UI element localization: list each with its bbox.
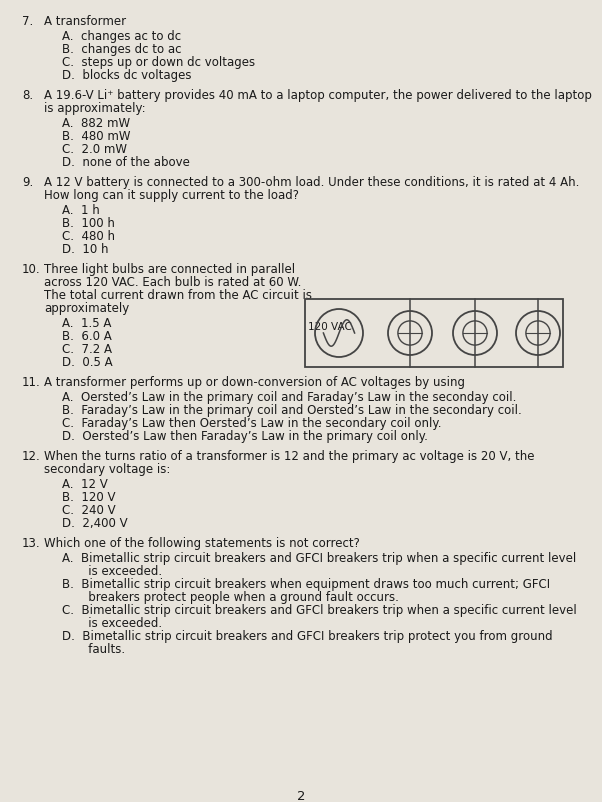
Text: A 19.6-V Li⁺ battery provides 40 mA to a laptop computer, the power delivered to: A 19.6-V Li⁺ battery provides 40 mA to a… xyxy=(44,89,592,102)
Text: is exceeded.: is exceeded. xyxy=(62,565,162,578)
Text: C.  240 V: C. 240 V xyxy=(62,504,116,517)
Text: D.  Bimetallic strip circuit breakers and GFCI breakers trip protect you from gr: D. Bimetallic strip circuit breakers and… xyxy=(62,630,553,643)
Text: B.  Faraday’s Law in the primary coil and Oersted’s Law in the secondary coil.: B. Faraday’s Law in the primary coil and… xyxy=(62,404,522,417)
Text: Which one of the following statements is not correct?: Which one of the following statements is… xyxy=(44,537,360,550)
Text: D.  0.5 A: D. 0.5 A xyxy=(62,356,113,369)
Text: D.  blocks dc voltages: D. blocks dc voltages xyxy=(62,69,191,82)
Text: 11.: 11. xyxy=(22,376,41,389)
Text: A.  1.5 A: A. 1.5 A xyxy=(62,317,111,330)
Text: C.  Bimetallic strip circuit breakers and GFCl breakers trip when a specific cur: C. Bimetallic strip circuit breakers and… xyxy=(62,604,577,617)
Text: B.  120 V: B. 120 V xyxy=(62,491,116,504)
Text: B.  Bimetallic strip circuit breakers when equipment draws too much current; GFC: B. Bimetallic strip circuit breakers whe… xyxy=(62,578,550,591)
Text: 2: 2 xyxy=(297,790,305,802)
Text: 13.: 13. xyxy=(22,537,40,550)
Text: B.  6.0 A: B. 6.0 A xyxy=(62,330,112,343)
Text: A.  882 mW: A. 882 mW xyxy=(62,117,130,130)
Text: 120 VAC: 120 VAC xyxy=(308,322,352,332)
Text: A transformer performs up or down-conversion of AC voltages by using: A transformer performs up or down-conver… xyxy=(44,376,465,389)
Text: C.  steps up or down dc voltages: C. steps up or down dc voltages xyxy=(62,56,255,69)
Bar xyxy=(305,299,563,367)
Text: The total current drawn from the AC circuit is: The total current drawn from the AC circ… xyxy=(44,289,312,302)
Text: A.  1 h: A. 1 h xyxy=(62,204,100,217)
Text: 8.: 8. xyxy=(22,89,33,102)
Text: When the turns ratio of a transformer is 12 and the primary ac voltage is 20 V, : When the turns ratio of a transformer is… xyxy=(44,450,535,463)
Text: breakers protect people when a ground fault occurs.: breakers protect people when a ground fa… xyxy=(62,591,399,604)
Text: is exceeded.: is exceeded. xyxy=(62,617,162,630)
Text: D.  Oersted’s Law then Faraday’s Law in the primary coil only.: D. Oersted’s Law then Faraday’s Law in t… xyxy=(62,430,428,443)
Text: B.  480 mW: B. 480 mW xyxy=(62,130,131,143)
Text: How long can it supply current to the load?: How long can it supply current to the lo… xyxy=(44,189,299,202)
Text: faults.: faults. xyxy=(62,643,125,656)
Text: D.  10 h: D. 10 h xyxy=(62,243,108,256)
Text: 12.: 12. xyxy=(22,450,41,463)
Text: A transformer: A transformer xyxy=(44,15,126,28)
Text: B.  100 h: B. 100 h xyxy=(62,217,115,230)
Text: D.  2,400 V: D. 2,400 V xyxy=(62,517,128,530)
Text: A 12 V battery is connected to a 300-ohm load. Under these conditions, it is rat: A 12 V battery is connected to a 300-ohm… xyxy=(44,176,579,189)
Text: secondary voltage is:: secondary voltage is: xyxy=(44,463,170,476)
Text: D.  none of the above: D. none of the above xyxy=(62,156,190,169)
Text: A.  changes ac to dc: A. changes ac to dc xyxy=(62,30,181,43)
Text: C.  2.0 mW: C. 2.0 mW xyxy=(62,143,127,156)
Text: C.  7.2 A: C. 7.2 A xyxy=(62,343,112,356)
Text: 9.: 9. xyxy=(22,176,33,189)
Text: is approximately:: is approximately: xyxy=(44,102,146,115)
Text: A.  Bimetallic strip circuit breakers and GFCI breakers trip when a specific cur: A. Bimetallic strip circuit breakers and… xyxy=(62,552,576,565)
Text: C.  480 h: C. 480 h xyxy=(62,230,115,243)
Text: A.  Oersted’s Law in the primary coil and Faraday’s Law in the seconday coil.: A. Oersted’s Law in the primary coil and… xyxy=(62,391,517,404)
Text: across 120 VAC. Each bulb is rated at 60 W.: across 120 VAC. Each bulb is rated at 60… xyxy=(44,276,302,289)
Text: approximately: approximately xyxy=(44,302,129,315)
Text: B.  changes dc to ac: B. changes dc to ac xyxy=(62,43,181,56)
Text: 7.: 7. xyxy=(22,15,33,28)
Text: 10.: 10. xyxy=(22,263,40,276)
Text: C.  Faraday’s Law then Oersted’s Law in the secondary coil only.: C. Faraday’s Law then Oersted’s Law in t… xyxy=(62,417,441,430)
Text: Three light bulbs are connected in parallel: Three light bulbs are connected in paral… xyxy=(44,263,295,276)
Text: A.  12 V: A. 12 V xyxy=(62,478,108,491)
